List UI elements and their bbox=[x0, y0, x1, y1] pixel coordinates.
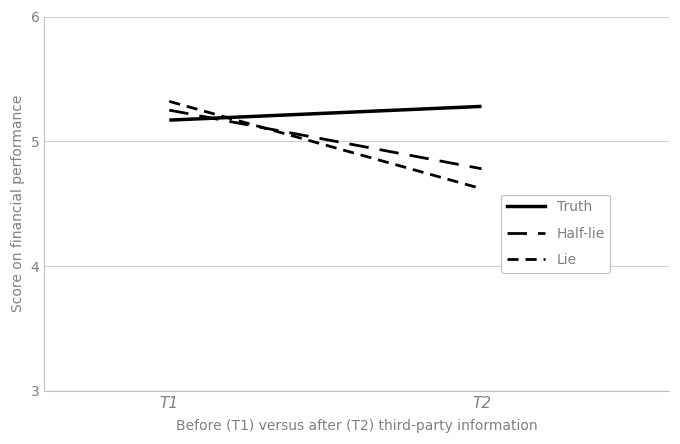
Line: Half-lie: Half-lie bbox=[169, 110, 481, 169]
Lie bbox=[477, 186, 486, 191]
Truth bbox=[477, 104, 486, 109]
Line: Lie: Lie bbox=[169, 101, 481, 189]
Line: Truth: Truth bbox=[169, 107, 481, 120]
Truth bbox=[165, 118, 173, 123]
Legend: Truth, Half-lie, Lie: Truth, Half-lie, Lie bbox=[501, 194, 611, 273]
Y-axis label: Score on financial performance: Score on financial performance bbox=[11, 95, 25, 312]
Half-lie bbox=[477, 166, 486, 171]
Half-lie bbox=[165, 107, 173, 113]
Lie bbox=[165, 99, 173, 104]
X-axis label: Before (T1) versus after (T2) third-party information: Before (T1) versus after (T2) third-part… bbox=[176, 419, 537, 433]
